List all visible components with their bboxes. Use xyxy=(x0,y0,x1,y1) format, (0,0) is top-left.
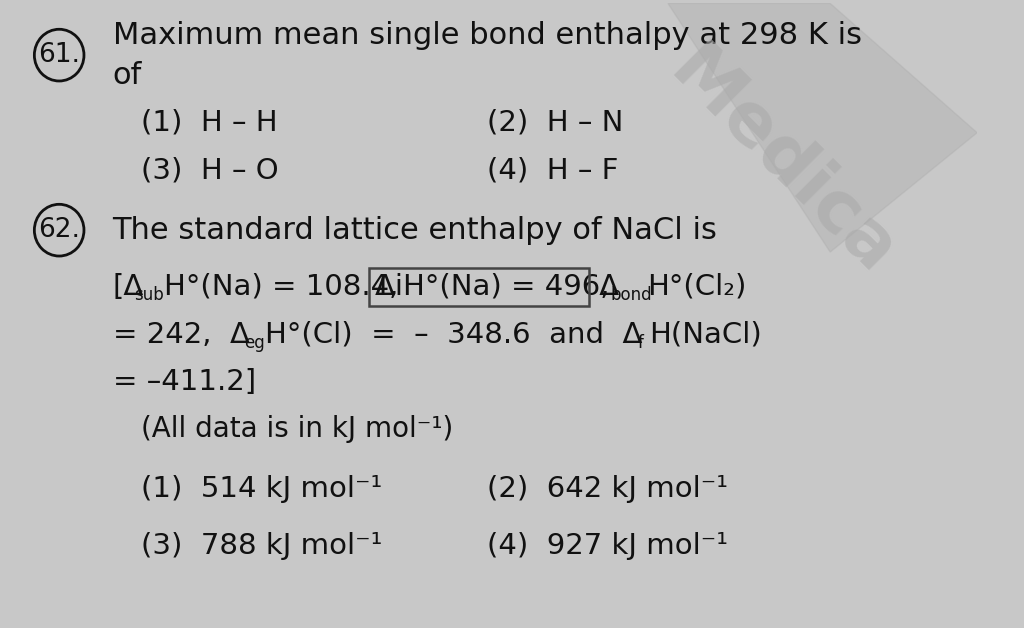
Text: (4)  927 kJ mol⁻¹: (4) 927 kJ mol⁻¹ xyxy=(486,533,728,560)
Text: f: f xyxy=(637,333,643,352)
Text: (3)  H – O: (3) H – O xyxy=(141,156,279,185)
Polygon shape xyxy=(668,3,977,252)
Text: of: of xyxy=(113,60,142,90)
Text: (3)  788 kJ mol⁻¹: (3) 788 kJ mol⁻¹ xyxy=(141,533,383,560)
Text: bond: bond xyxy=(610,286,652,304)
Text: (4)  H – F: (4) H – F xyxy=(486,156,618,185)
Text: (1)  H – H: (1) H – H xyxy=(141,109,278,137)
Text: (All data is in kJ mol⁻¹): (All data is in kJ mol⁻¹) xyxy=(141,415,454,443)
Text: H(NaCl): H(NaCl) xyxy=(649,321,762,349)
Text: Maximum mean single bond enthalpy at 298 K is: Maximum mean single bond enthalpy at 298… xyxy=(113,21,861,50)
Text: 62.: 62. xyxy=(38,217,80,243)
Text: [Δ: [Δ xyxy=(113,273,143,301)
Text: H°(Cl₂): H°(Cl₂) xyxy=(647,273,746,301)
Text: ΔiH°(Na) = 496,: ΔiH°(Na) = 496, xyxy=(375,273,609,301)
Text: Medica: Medica xyxy=(655,36,909,289)
Text: (1)  514 kJ mol⁻¹: (1) 514 kJ mol⁻¹ xyxy=(141,475,383,503)
Text: (2)  H – N: (2) H – N xyxy=(486,109,623,137)
Text: 61.: 61. xyxy=(38,42,80,68)
Text: H°(Na) = 108.4,: H°(Na) = 108.4, xyxy=(164,273,398,301)
Text: The standard lattice enthalpy of NaCl is: The standard lattice enthalpy of NaCl is xyxy=(113,215,718,245)
Text: = 242,  Δ: = 242, Δ xyxy=(113,321,250,349)
Text: (2)  642 kJ mol⁻¹: (2) 642 kJ mol⁻¹ xyxy=(486,475,728,503)
Text: sub: sub xyxy=(133,286,164,304)
Text: H°(Cl)  =  –  348.6  and  Δ: H°(Cl) = – 348.6 and Δ xyxy=(265,321,643,349)
Text: eg: eg xyxy=(245,333,265,352)
Text: = –411.2]: = –411.2] xyxy=(113,369,256,396)
Text: Δ: Δ xyxy=(590,273,618,301)
